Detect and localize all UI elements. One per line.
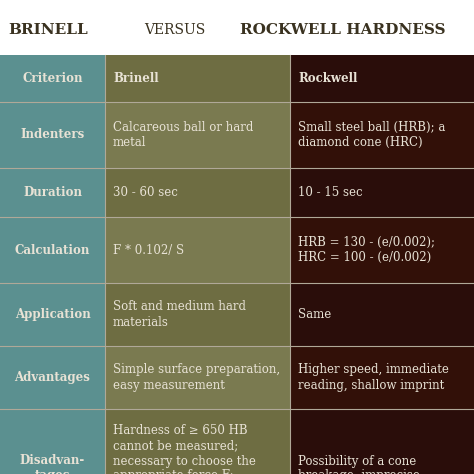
Text: Same: Same bbox=[298, 308, 331, 321]
Bar bbox=[105, 102, 290, 168]
Bar bbox=[290, 346, 474, 409]
Bar bbox=[0, 409, 105, 474]
Text: Advantages: Advantages bbox=[15, 371, 91, 384]
Bar bbox=[290, 217, 474, 283]
Bar bbox=[0, 283, 105, 346]
Bar bbox=[290, 283, 474, 346]
Bar bbox=[105, 55, 290, 102]
Bar bbox=[0, 217, 105, 283]
Text: Small steel ball (HRB); a
diamond cone (HRC): Small steel ball (HRB); a diamond cone (… bbox=[298, 121, 446, 149]
Bar bbox=[0, 102, 105, 168]
Text: Application: Application bbox=[15, 308, 91, 321]
Bar bbox=[290, 55, 474, 102]
Text: Possibility of a cone
breakage, imprecise: Possibility of a cone breakage, imprecis… bbox=[298, 455, 420, 474]
Bar bbox=[290, 102, 474, 168]
Bar bbox=[105, 168, 290, 217]
Text: Indenters: Indenters bbox=[20, 128, 85, 142]
Text: Brinell: Brinell bbox=[113, 72, 159, 85]
Text: Disadvan-
tages: Disadvan- tages bbox=[20, 455, 85, 474]
Bar bbox=[0, 346, 105, 409]
Text: Calculation: Calculation bbox=[15, 244, 90, 256]
Text: F * 0.102/ S: F * 0.102/ S bbox=[113, 244, 184, 256]
Text: Criterion: Criterion bbox=[22, 72, 83, 85]
Bar bbox=[105, 346, 290, 409]
Bar bbox=[290, 409, 474, 474]
Bar bbox=[0, 55, 105, 102]
Text: Simple surface preparation,
easy measurement: Simple surface preparation, easy measure… bbox=[113, 364, 280, 392]
Bar bbox=[105, 283, 290, 346]
Text: VERSUS: VERSUS bbox=[145, 23, 206, 37]
Bar bbox=[105, 217, 290, 283]
Bar bbox=[105, 409, 290, 474]
Text: Higher speed, immediate
reading, shallow imprint: Higher speed, immediate reading, shallow… bbox=[298, 364, 449, 392]
Text: Soft and medium hard
materials: Soft and medium hard materials bbox=[113, 301, 246, 328]
Text: Calcareous ball or hard
metal: Calcareous ball or hard metal bbox=[113, 121, 254, 149]
Text: Rockwell: Rockwell bbox=[298, 72, 357, 85]
Bar bbox=[0, 168, 105, 217]
Text: ROCKWELL HARDNESS: ROCKWELL HARDNESS bbox=[240, 23, 446, 37]
Text: Hardness of ≥ 650 HB
cannot be measured;
necessary to choose the
appropriate for: Hardness of ≥ 650 HB cannot be measured;… bbox=[113, 425, 256, 474]
Text: 10 - 15 sec: 10 - 15 sec bbox=[298, 186, 363, 199]
Text: Duration: Duration bbox=[23, 186, 82, 199]
Bar bbox=[290, 168, 474, 217]
Text: BRINELL: BRINELL bbox=[8, 23, 88, 37]
Text: 30 - 60 sec: 30 - 60 sec bbox=[113, 186, 178, 199]
Text: HRB = 130 - (e/0.002);
HRC = 100 - (e/0.002): HRB = 130 - (e/0.002); HRC = 100 - (e/0.… bbox=[298, 236, 435, 264]
